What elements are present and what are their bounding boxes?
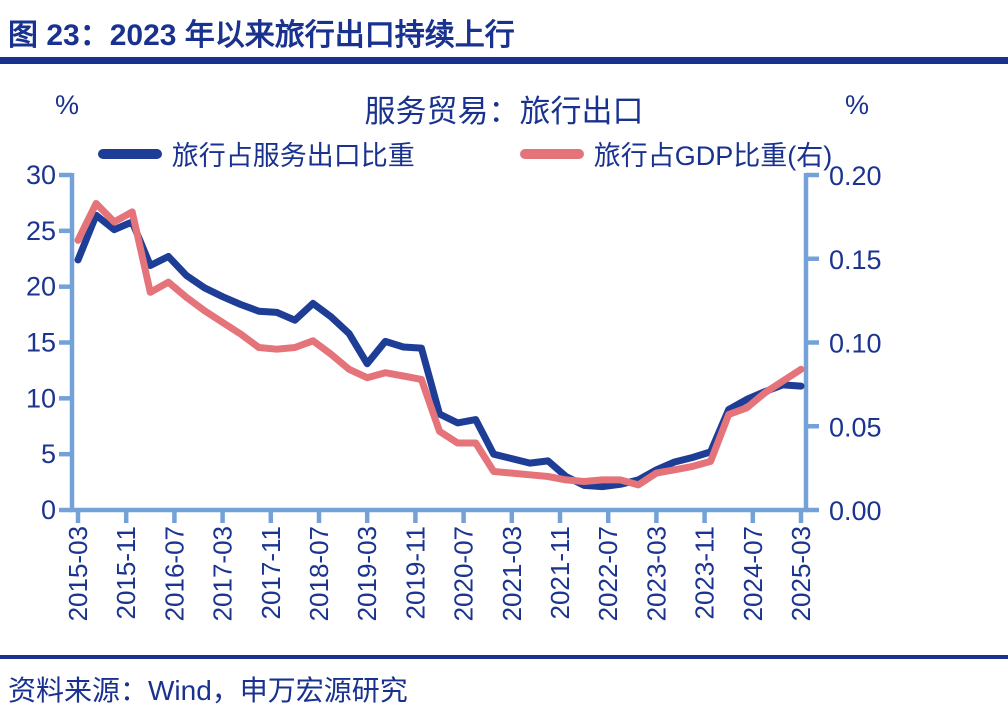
x-axis-tick-label: 2021-11 (545, 526, 575, 620)
right-axis-tick-label: 0.15 (829, 245, 882, 275)
x-axis-tick-label: 2020-07 (449, 526, 479, 621)
footer-divider (0, 655, 1008, 659)
x-axis-tick-label: 2023-11 (690, 526, 720, 620)
legend-swatch-red (519, 148, 584, 159)
x-axis-tick-label: 2015-11 (111, 526, 141, 620)
x-axis-tick-label: 2021-03 (497, 526, 527, 621)
x-axis-tick-label: 2017-03 (208, 526, 238, 621)
right-axis-unit: % (845, 90, 870, 120)
x-axis-tick-label: 2016-07 (159, 526, 189, 621)
figure-title: 图 23：2023 年以来旅行出口持续上行 (8, 19, 515, 52)
chart-legend: 旅行占服务出口比重 旅行占GDP比重(右) (0, 134, 930, 173)
legend-item-services-export-share: 旅行占服务出口比重 (97, 134, 415, 173)
legend-item-gdp-share: 旅行占GDP比重(右) (519, 134, 833, 173)
chart-title: 服务贸易：旅行出口 (364, 94, 644, 129)
legend-label: 旅行占服务出口比重 (171, 141, 415, 171)
line-chart: 30 25 20 15 10 5 0 0.20 0.15 0.10 0.05 0.00 2015-03 2… (26, 160, 882, 621)
series-line-gdp-share (74, 200, 805, 489)
x-axis-tick-label: 2022-07 (593, 526, 623, 621)
left-axis-tick-label: 25 (26, 216, 56, 246)
x-axis-tick-label: 2024-07 (738, 526, 768, 621)
right-axis-tick-label: 0.05 (829, 412, 882, 442)
source-note: 资料来源：Wind，申万宏源研究 (8, 675, 408, 706)
x-axis-tick-label: 2017-11 (256, 526, 286, 620)
x-axis-tick-label: 2015-03 (63, 526, 93, 621)
right-axis-tick-label: 0.20 (829, 161, 882, 191)
series-line-services-export-share (74, 211, 805, 491)
left-axis-tick-label: 15 (26, 328, 56, 358)
x-axis-tick-label: 2023-03 (641, 526, 671, 621)
left-axis-unit: % (55, 90, 80, 120)
title-divider (0, 57, 1008, 64)
left-axis-tick-label: 5 (41, 439, 56, 469)
left-axis-tick-label: 20 (26, 272, 56, 302)
legend-swatch-blue (97, 148, 162, 159)
x-axis-tick-label: 2018-07 (304, 526, 334, 621)
right-axis-tick-label: 0.10 (829, 329, 882, 359)
right-axis-tick-label: 0.00 (829, 496, 882, 526)
left-axis-tick-label: 30 (26, 160, 56, 190)
left-axis-tick-label: 10 (26, 383, 56, 413)
x-axis-tick-label: 2019-11 (400, 526, 430, 620)
legend-label: 旅行占GDP比重(右) (593, 141, 833, 171)
x-axis-tick-label: 2019-03 (352, 526, 382, 621)
x-axis-tick-label: 2025-03 (786, 526, 816, 621)
left-axis-tick-label: 0 (41, 495, 56, 525)
